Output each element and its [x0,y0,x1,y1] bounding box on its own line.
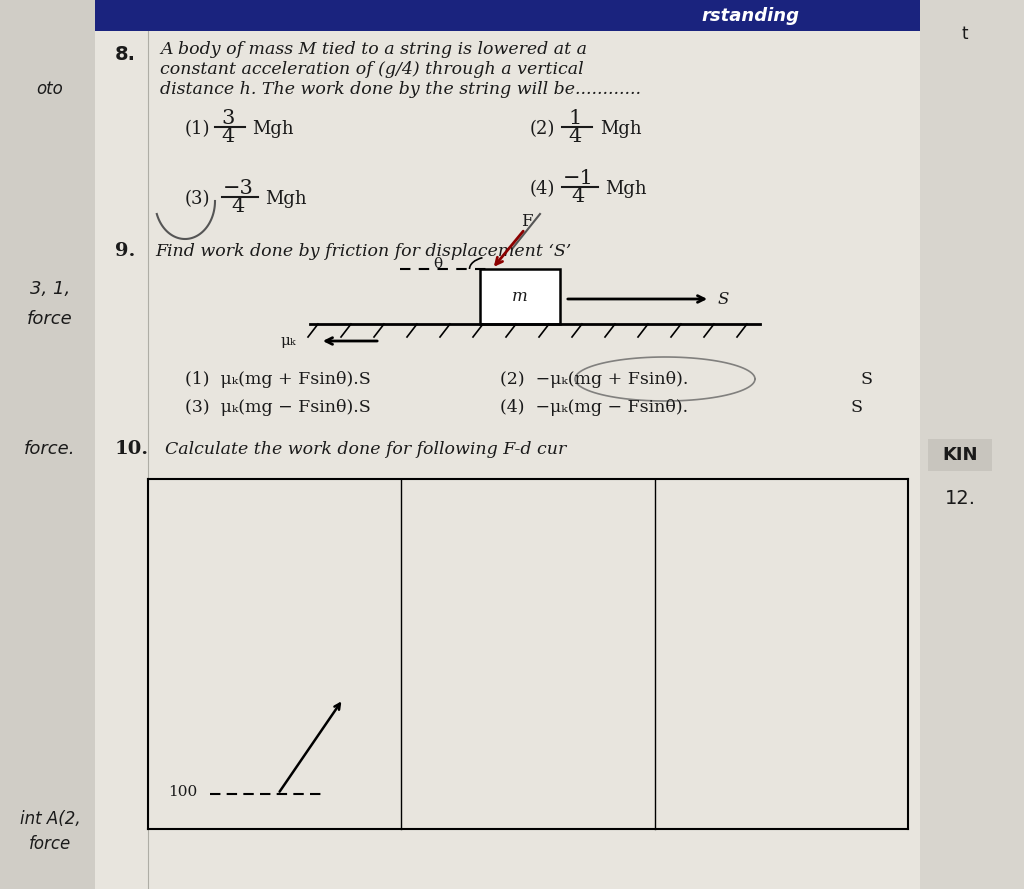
Text: (2)  −μₖ(mg + Fsinθ).: (2) −μₖ(mg + Fsinθ). [500,371,688,388]
Text: m: m [512,288,528,305]
Text: Calculate the work done for following F-d cur: Calculate the work done for following F-… [165,441,566,458]
Text: 4: 4 [221,127,234,147]
FancyBboxPatch shape [920,0,1024,889]
Text: μₖ: μₖ [281,334,296,348]
Text: 9.: 9. [115,242,135,260]
Text: (3)  μₖ(mg − Fsinθ).S: (3) μₖ(mg − Fsinθ).S [185,398,371,415]
Text: 4: 4 [568,127,582,147]
Text: constant acceleration of (g/4) through a vertical: constant acceleration of (g/4) through a… [160,60,584,77]
Text: 10.: 10. [115,440,150,458]
Text: Mgh: Mgh [265,190,306,208]
Text: force.: force. [25,440,76,458]
Text: int A(2,: int A(2, [19,810,80,828]
Text: (3): (3) [185,190,211,208]
Text: F: F [521,212,532,229]
Text: 3: 3 [221,109,234,129]
Text: force: force [29,835,71,853]
Text: S: S [718,291,729,308]
Text: Find work done by friction for displacement ‘S’: Find work done by friction for displacem… [155,243,571,260]
Text: (1): (1) [185,120,211,138]
Text: (1)  μₖ(mg + Fsinθ).S: (1) μₖ(mg + Fsinθ).S [185,371,371,388]
Text: S: S [860,371,872,388]
Text: 8.: 8. [115,44,136,63]
Text: (4): (4) [530,180,555,198]
Text: A body of mass M tied to a string is lowered at a: A body of mass M tied to a string is low… [160,41,587,58]
Text: oto: oto [37,80,63,98]
FancyBboxPatch shape [928,439,992,471]
Text: Mgh: Mgh [252,120,294,138]
Text: KIN: KIN [942,446,978,464]
Text: 3, 1,: 3, 1, [30,280,70,298]
FancyBboxPatch shape [0,0,95,889]
Text: θ: θ [433,257,442,271]
Text: 4: 4 [571,188,585,206]
Text: 1: 1 [568,109,582,129]
Text: distance h. The work done by the string will be............: distance h. The work done by the string … [160,81,641,98]
Text: 4: 4 [231,197,245,217]
FancyBboxPatch shape [480,269,560,324]
Text: rstanding: rstanding [701,7,799,25]
FancyBboxPatch shape [95,0,920,31]
Text: force: force [27,310,73,328]
Text: (4)  −μₖ(mg − Fsinθ).: (4) −μₖ(mg − Fsinθ). [500,398,688,415]
Text: −3: −3 [222,180,253,198]
Text: −1: −1 [562,170,594,188]
Text: Mgh: Mgh [600,120,642,138]
Text: (2): (2) [530,120,555,138]
FancyBboxPatch shape [95,31,920,889]
Text: t: t [962,25,969,43]
Text: 12.: 12. [944,490,976,509]
Text: Mgh: Mgh [605,180,646,198]
Text: 100: 100 [168,785,198,799]
Text: S: S [850,398,862,415]
